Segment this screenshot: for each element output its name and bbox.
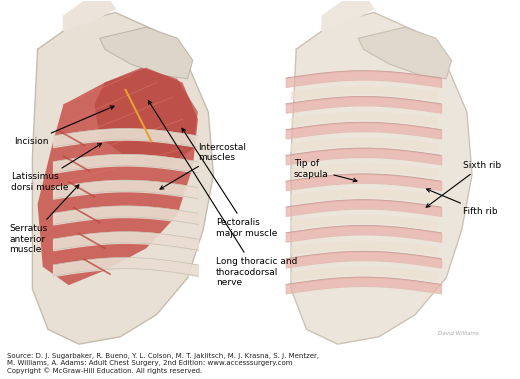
- Polygon shape: [291, 13, 472, 344]
- Text: Tip of
scapula: Tip of scapula: [294, 160, 357, 182]
- Text: Intercostal
muscles: Intercostal muscles: [160, 143, 246, 189]
- Polygon shape: [100, 27, 193, 79]
- Text: David Williams: David Williams: [438, 331, 479, 336]
- Polygon shape: [32, 13, 213, 344]
- Polygon shape: [37, 68, 198, 285]
- Polygon shape: [95, 68, 198, 167]
- Polygon shape: [358, 27, 451, 79]
- Text: Long thoracic and
thoracodorsal
nerve: Long thoracic and thoracodorsal nerve: [148, 100, 297, 287]
- Text: Source: D. J. Sugarbaker, R. Bueno, Y. L. Colson, M. T. Jaklitsch, M. J. Krasna,: Source: D. J. Sugarbaker, R. Bueno, Y. L…: [7, 353, 319, 374]
- Text: Pectoralis
major muscle: Pectoralis major muscle: [182, 128, 277, 238]
- Polygon shape: [322, 2, 374, 31]
- Text: Incision: Incision: [15, 106, 114, 146]
- Text: Sixth rib: Sixth rib: [426, 161, 501, 207]
- Text: Serratus
anterior
muscle: Serratus anterior muscle: [9, 185, 79, 254]
- Polygon shape: [63, 2, 115, 31]
- Text: Latissimus
dorsi muscle: Latissimus dorsi muscle: [11, 144, 101, 192]
- Text: Fifth rib: Fifth rib: [426, 189, 498, 216]
